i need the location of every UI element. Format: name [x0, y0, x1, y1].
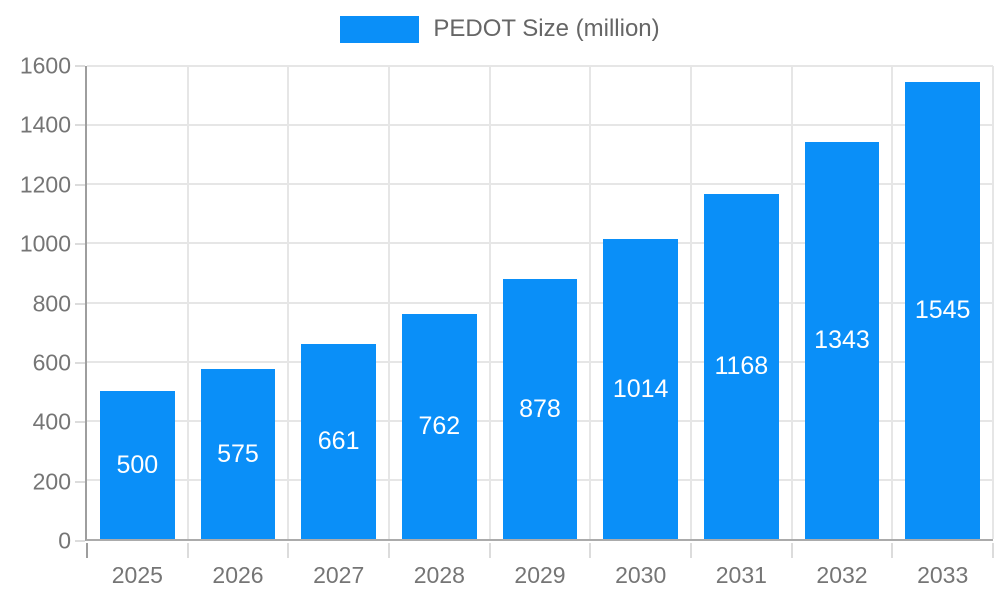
legend-item[interactable]: PEDOT Size (million)	[0, 15, 1000, 43]
bar-value-label: 878	[519, 394, 561, 423]
gridline-horizontal	[87, 242, 993, 245]
x-axis-tick-label: 2030	[615, 562, 667, 588]
x-axis-tick-label: 2028	[413, 562, 465, 588]
x-axis-ticks	[86, 543, 994, 558]
x-axis-tick-mark	[891, 543, 894, 558]
gridline-vertical	[992, 66, 994, 539]
y-axis-tick-mark	[75, 302, 85, 305]
legend-label: PEDOT Size (million)	[433, 15, 660, 42]
y-axis-tick-label: 200	[32, 468, 71, 495]
bar[interactable]: 1343	[804, 141, 880, 539]
gridline-vertical	[287, 66, 290, 539]
gridline-vertical	[589, 66, 592, 539]
x-axis-tick-label: 2033	[917, 562, 969, 588]
gridline-vertical	[488, 66, 491, 539]
bar[interactable]: 1545	[905, 82, 980, 539]
gridline-horizontal	[87, 65, 993, 67]
x-axis-tick-label: 2025	[111, 562, 163, 588]
y-axis-tick-mark	[75, 183, 85, 186]
x-axis-tick-label: 2027	[313, 562, 365, 588]
y-axis-tick-mark	[75, 480, 85, 483]
bar[interactable]: 500	[100, 391, 175, 539]
gridline-vertical	[186, 66, 189, 539]
y-axis-tick-label: 1400	[19, 111, 71, 138]
x-axis-tick-mark	[488, 543, 491, 558]
bar[interactable]: 575	[200, 369, 276, 539]
x-axis-tick-label: 2026	[212, 562, 264, 588]
bar-value-label: 500	[116, 450, 159, 479]
gridline-vertical	[790, 66, 793, 539]
x-axis-tick-mark	[589, 543, 592, 558]
y-axis-tick-label: 800	[32, 290, 71, 316]
x-axis-tick-mark	[689, 543, 692, 558]
plot-area: 500 575 661 762 878 1014 1168 1343 1545	[85, 65, 994, 541]
bar-value-label: 575	[217, 439, 259, 468]
y-axis-tick-label: 600	[32, 349, 71, 376]
bar-value-label: 1545	[914, 296, 971, 325]
gridline-vertical	[387, 66, 390, 539]
bar[interactable]: 762	[402, 313, 477, 539]
y-axis-tick-mark	[75, 361, 85, 364]
y-axis-ticks	[75, 65, 85, 542]
gridline-horizontal	[87, 124, 993, 127]
gridline-vertical	[891, 66, 894, 539]
y-axis-tick-label: 400	[32, 408, 71, 435]
bar[interactable]: 1014	[603, 239, 678, 539]
y-axis-tick-label: 1000	[19, 230, 71, 257]
y-axis-tick-mark	[75, 243, 85, 246]
y-axis-tick-label: 1200	[19, 171, 71, 198]
bar[interactable]: 1168	[704, 193, 779, 539]
y-axis-labels: 0 200 400 600 800 1000 1200 1400 1600	[0, 53, 71, 554]
x-axis-tick-mark	[186, 543, 189, 558]
x-axis-tick-mark	[86, 543, 88, 558]
x-axis-tick-mark	[387, 543, 390, 558]
x-axis-tick-label: 2032	[816, 562, 868, 588]
x-axis-tick-mark	[790, 543, 793, 558]
y-axis-tick-mark	[75, 65, 85, 67]
x-axis-tick-mark	[287, 543, 290, 558]
y-axis-tick-label: 1600	[19, 52, 71, 79]
gridline-vertical	[689, 66, 692, 539]
bar-value-label: 1014	[612, 374, 669, 403]
x-axis-tick-label: 2029	[514, 562, 566, 588]
bar-value-label: 1168	[714, 351, 769, 380]
y-axis-tick-mark	[75, 540, 85, 542]
x-axis-labels: 2025 2026 2027 2028 2029 2030 2031 2032 2033	[87, 562, 993, 592]
bar-value-label: 762	[418, 411, 461, 440]
bar-value-label: 1343	[814, 325, 870, 354]
x-axis-tick-label: 2031	[715, 562, 767, 588]
legend-swatch-icon	[340, 15, 420, 43]
x-axis-tick-mark	[992, 543, 994, 558]
y-axis-tick-mark	[75, 124, 85, 127]
y-axis-tick-label: 0	[58, 527, 71, 554]
bar[interactable]: 661	[301, 343, 376, 539]
gridline-horizontal	[87, 183, 993, 186]
bar-value-label: 661	[317, 426, 360, 455]
bar[interactable]: 878	[502, 279, 578, 539]
y-axis-tick-mark	[75, 421, 85, 424]
